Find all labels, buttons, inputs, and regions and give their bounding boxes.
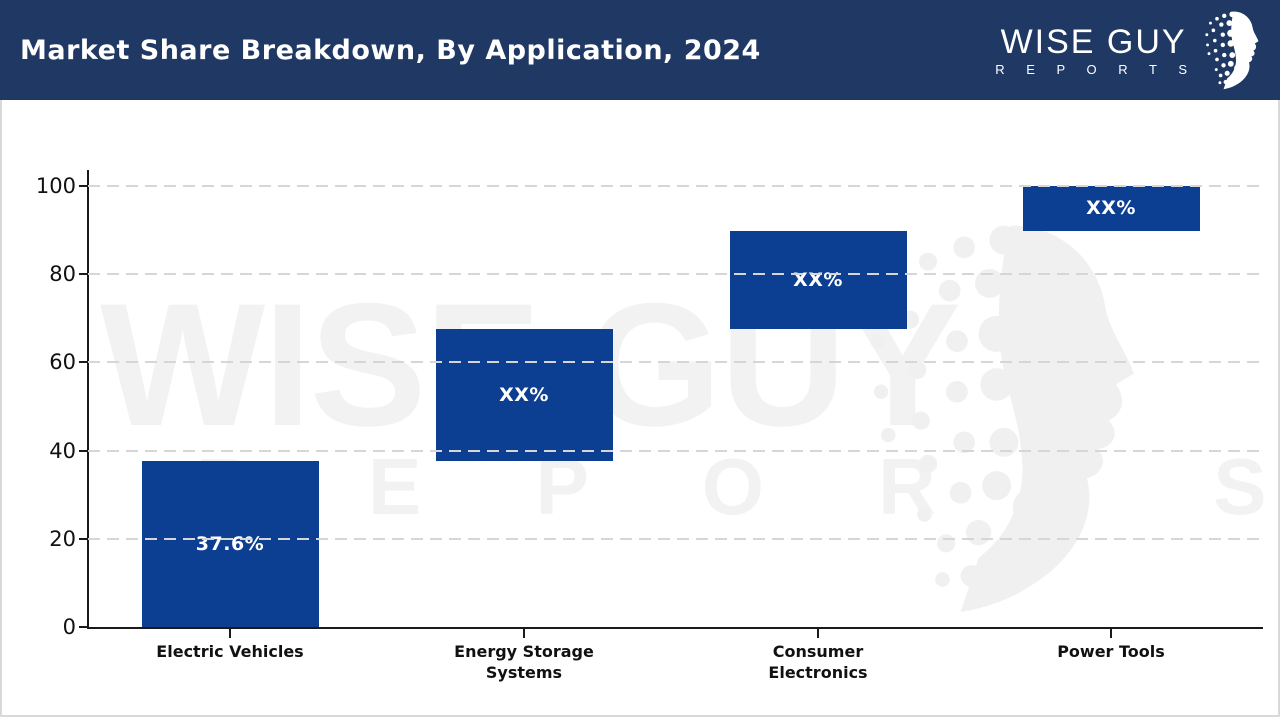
frame-border-bottom (0, 715, 1280, 717)
wiseguy-logo: WISE GUY R E P O R T S (991, 10, 1280, 90)
frame-border-right (1278, 100, 1280, 717)
y-tick-mark (79, 273, 88, 276)
y-tick-mark (79, 537, 88, 540)
frame-border-left (0, 100, 2, 717)
gridline-20 (88, 537, 1262, 540)
y-tick-label: 80 (49, 262, 76, 287)
x-category-label: Electric Vehicles (156, 642, 304, 661)
y-tick-mark (79, 185, 88, 187)
wiseguy-head-icon (1205, 11, 1259, 90)
x-tick-mark (1110, 629, 1112, 638)
bar-1: 37.6% (141, 461, 319, 627)
y-tick-mark (79, 626, 88, 628)
logo-text: WISE GUY R E P O R T S (991, 24, 1196, 77)
x-tick-mark (817, 629, 819, 638)
x-category-label: Power Tools (1057, 642, 1165, 661)
logo-wordmark: WISE GUY (1000, 22, 1187, 61)
x-tick-mark (523, 629, 525, 638)
gridline-40 (88, 449, 1262, 452)
y-axis-line (87, 170, 89, 629)
gridline-60 (88, 361, 1262, 364)
y-tick-label: 60 (49, 350, 76, 375)
y-tick-mark (79, 361, 88, 364)
x-axis-line (87, 627, 1263, 629)
header-bar: Market Share Breakdown, By Application, … (0, 0, 1280, 100)
y-tick-label: 100 (35, 174, 76, 198)
y-tick-mark (79, 449, 88, 452)
x-tick-mark (229, 629, 231, 638)
logo-subtitle: R E P O R T S (995, 61, 1196, 77)
gridline-80 (88, 273, 1262, 276)
bar-value-label: XX% (499, 384, 549, 407)
x-category-label: Consumer Electronics (768, 642, 868, 682)
chart-title: Market Share Breakdown, By Application, … (20, 34, 761, 66)
bar-value-label: XX% (1086, 197, 1136, 220)
bar-2: XX% (435, 328, 613, 462)
bar-4: XX% (1022, 186, 1200, 231)
y-tick-label: 0 (62, 615, 76, 639)
x-category-label: Energy Storage Systems (454, 642, 594, 682)
bar-3: XX% (729, 230, 907, 329)
gridline-100 (88, 185, 1262, 187)
bar-value-label: 37.6% (195, 533, 265, 556)
y-tick-label: 20 (49, 526, 76, 551)
y-tick-label: 40 (49, 438, 76, 463)
